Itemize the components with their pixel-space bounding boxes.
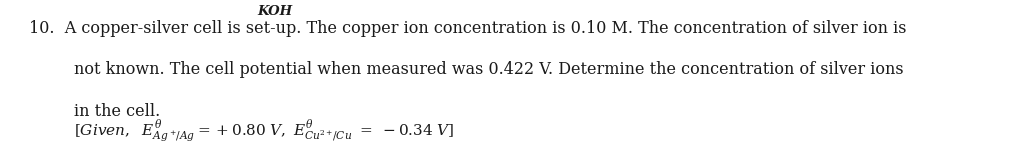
Text: not known. The cell potential when measured was 0.422 V. Determine the concentra: not known. The cell potential when measu… [74,61,903,78]
Text: 10.  A copper-silver cell is set-up. The copper ion concentration is 0.10 M. The: 10. A copper-silver cell is set-up. The … [29,20,906,37]
Text: KOH: KOH [257,5,292,18]
Text: $[Given,\ \ E^{\theta}_{Ag^+\!/Ag} = +0.80\ V,\ E^{\theta}_{Cu^{2+}\!/Cu}\ =\ -0: $[Given,\ \ E^{\theta}_{Ag^+\!/Ag} = +0.… [74,118,455,145]
Text: in the cell.: in the cell. [74,103,160,119]
